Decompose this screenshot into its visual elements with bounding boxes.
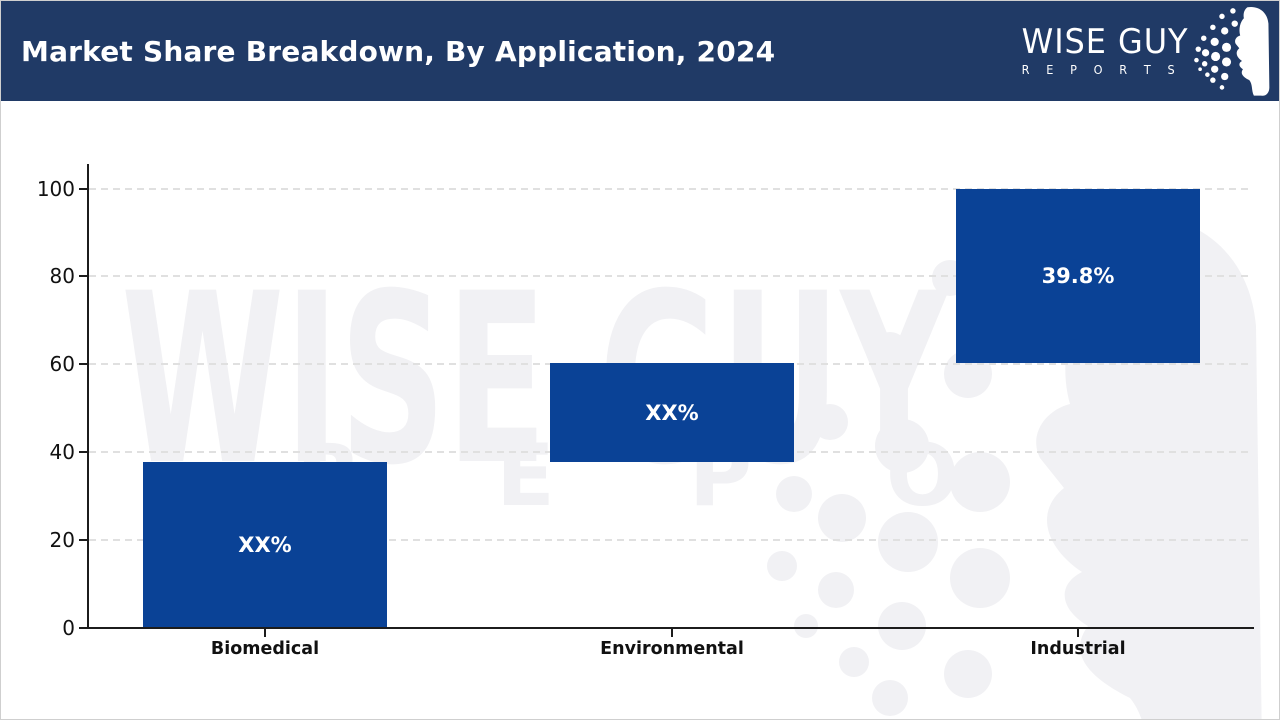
bar: XX% [143,461,387,628]
y-tick-label: 80 [49,264,75,289]
x-category-label: Environmental [600,639,744,659]
page-title: Market Share Breakdown, By Application, … [21,34,776,68]
x-tick [671,628,673,637]
bar-value-label: 39.8% [1041,263,1115,288]
brand-tagline: R E P O R T S [1022,63,1182,77]
y-tick-label: 20 [49,528,75,553]
x-tick [1077,628,1079,637]
y-tick [79,627,87,629]
y-tick-label: 100 [36,176,75,201]
brand-name: WISE GUY [1022,22,1189,62]
x-tick [264,628,266,637]
bar: 39.8% [956,188,1200,364]
bar-value-label: XX% [238,532,292,557]
y-tick [79,363,87,366]
y-axis-line [87,164,89,629]
brand-logo-text: WISE GUY R E P O R T S [1022,25,1189,77]
y-tick [79,187,87,190]
brand-face-icon [1194,6,1270,96]
y-tick [79,539,87,542]
bar-value-label: XX% [645,400,699,425]
x-category-label: Industrial [1030,639,1126,659]
y-tick-label: 60 [49,352,75,377]
y-tick-label: 40 [49,440,75,465]
y-tick [79,275,87,278]
x-category-label: Biomedical [210,639,320,659]
watermark-logo-text: WISE GUY [121,244,948,517]
brand-logo: WISE GUY R E P O R T S [1011,1,1273,101]
y-tick-label: 0 [62,616,75,640]
bar: XX% [550,363,794,462]
y-tick [79,451,87,454]
header-bar: Market Share Breakdown, By Application, … [1,1,1279,101]
gridline [89,187,1252,190]
x-axis-line [87,627,1254,629]
gridline [89,275,1252,278]
gridline [89,539,1252,542]
